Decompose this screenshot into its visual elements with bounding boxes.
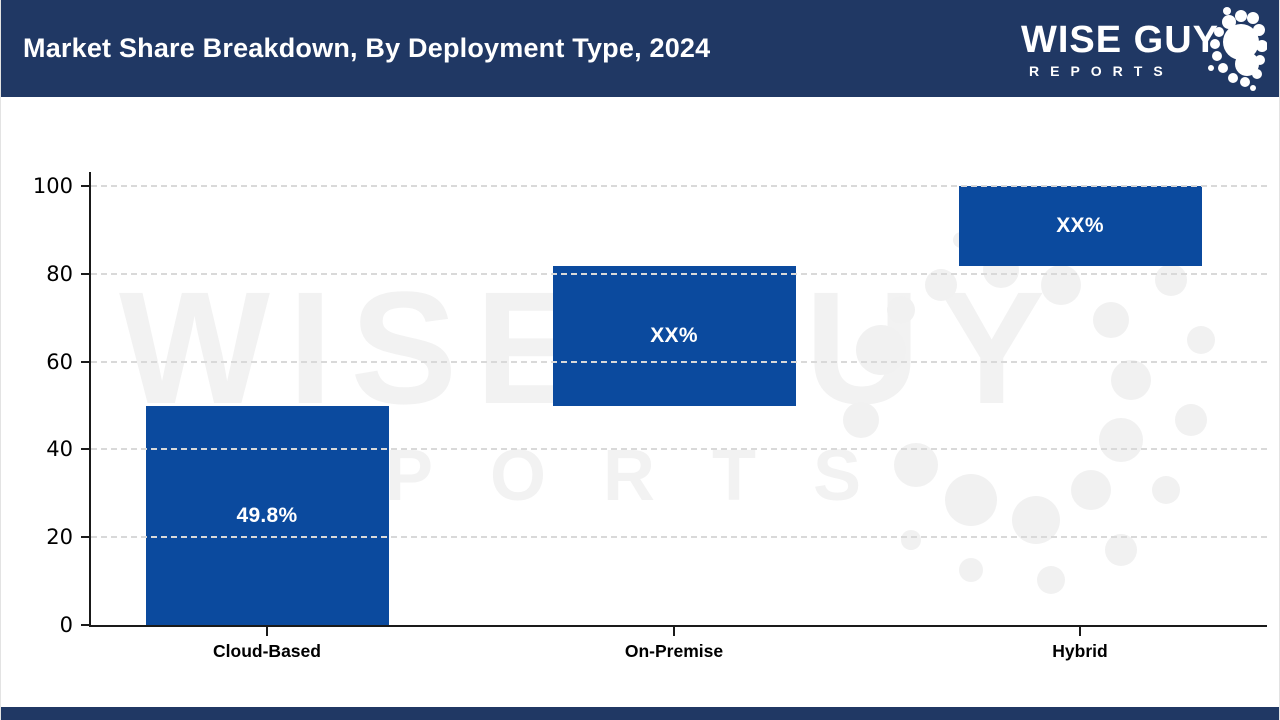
footer-bar <box>1 707 1279 720</box>
bar-value-label: 49.8% <box>236 503 298 527</box>
header-bar: Market Share Breakdown, By Deployment Ty… <box>1 0 1279 97</box>
gridline <box>91 536 1267 539</box>
x-category-label: Hybrid <box>1052 641 1108 661</box>
x-category-label: Cloud-Based <box>213 641 321 661</box>
bar: 49.8% <box>145 406 389 625</box>
x-category-label: On-Premise <box>624 641 724 661</box>
y-tick-label: 0 <box>59 613 73 637</box>
chart-plot-area: 0 20 40 60 80 100 49.8% Cloud-Based XX% On-Premis… <box>33 172 1267 661</box>
logo-reports-text: REPORTS <box>1029 63 1174 79</box>
logo-brand-text: WISE GUY <box>1021 19 1219 61</box>
y-axis-tick <box>81 448 91 451</box>
y-axis-tick <box>81 272 91 275</box>
y-axis-tick <box>81 360 91 363</box>
y-axis-tick <box>81 624 91 626</box>
gridline <box>91 360 1267 363</box>
gridline <box>91 185 1267 187</box>
y-tick-label: 100 <box>32 174 73 198</box>
y-tick-label: 80 <box>46 261 73 286</box>
gridline <box>91 272 1267 275</box>
bar: XX% <box>552 265 796 407</box>
dotted-head-watermark-icon <box>843 220 1215 594</box>
bar-value-label: XX% <box>650 324 698 348</box>
y-tick-label: 20 <box>46 525 73 550</box>
y-axis-tick <box>81 185 91 187</box>
x-axis-tick <box>1079 627 1081 636</box>
bar-value-label: XX% <box>1056 213 1104 237</box>
y-tick-label: 40 <box>46 437 73 462</box>
y-axis-tick <box>81 536 91 539</box>
x-axis-tick <box>266 627 268 636</box>
x-axis-tick <box>673 627 675 636</box>
dotted-head-icon <box>1208 7 1267 91</box>
gridline <box>91 448 1267 451</box>
y-tick-label: 60 <box>46 349 73 374</box>
wise-guy-reports-logo: WISE GUY REPORTS <box>1021 7 1267 91</box>
page-title: Market Share Breakdown, By Deployment Ty… <box>23 33 711 63</box>
bar: XX% <box>958 186 1202 266</box>
